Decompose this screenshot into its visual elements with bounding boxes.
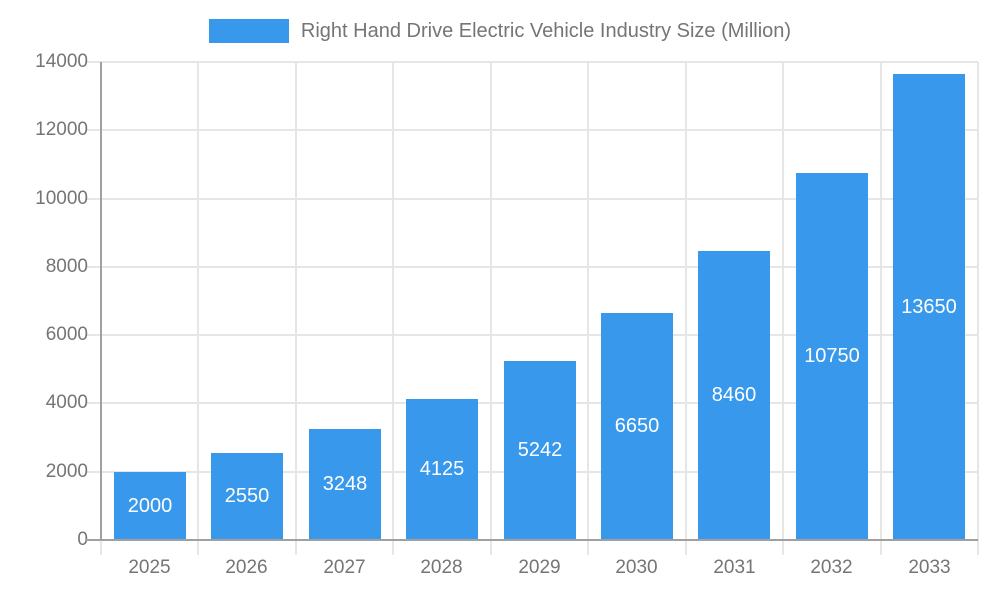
bar-value-label: 2000 xyxy=(127,494,173,517)
legend[interactable]: Right Hand Drive Electric Vehicle Indust… xyxy=(0,16,1000,46)
x-axis-line xyxy=(86,539,978,541)
x-gridline xyxy=(490,62,492,555)
x-gridline xyxy=(197,62,199,555)
x-tick-label: 2030 xyxy=(615,557,658,578)
x-tick-label: 2026 xyxy=(225,557,268,578)
x-gridline xyxy=(977,62,979,555)
x-tick-label: 2031 xyxy=(713,557,756,578)
bar[interactable]: 4125 xyxy=(406,399,478,540)
x-tick-label: 2025 xyxy=(128,557,171,578)
y-gridline xyxy=(86,266,978,268)
x-gridline xyxy=(782,62,784,555)
bar[interactable]: 10750 xyxy=(796,173,868,540)
x-gridline xyxy=(685,62,687,555)
x-tick-label: 2032 xyxy=(810,557,853,578)
bar-value-label: 8460 xyxy=(711,384,757,406)
x-gridline xyxy=(295,62,297,555)
x-tick-label: 2033 xyxy=(908,557,951,578)
x-tick-label: 2029 xyxy=(518,557,561,578)
y-tick-label: 4000 xyxy=(45,392,88,413)
y-gridline xyxy=(86,61,978,63)
x-gridline xyxy=(587,62,589,555)
bar[interactable]: 6650 xyxy=(601,313,673,540)
x-gridline xyxy=(392,62,394,555)
y-gridline xyxy=(86,334,978,336)
y-tick-label: 10000 xyxy=(35,188,88,209)
legend-swatch xyxy=(208,19,289,43)
y-tick-label: 12000 xyxy=(35,119,88,140)
x-tick-label: 2028 xyxy=(420,557,463,578)
bar[interactable]: 5242 xyxy=(504,361,576,540)
bar[interactable]: 8460 xyxy=(698,251,770,540)
bar-value-label: 5242 xyxy=(517,439,563,461)
y-tick-label: 0 xyxy=(77,529,88,550)
x-gridline xyxy=(880,62,882,555)
bar[interactable]: 13650 xyxy=(893,74,965,540)
y-tick-label: 6000 xyxy=(45,324,88,345)
x-tick-label: 2027 xyxy=(323,557,366,578)
bar-value-label: 3248 xyxy=(322,473,368,495)
bar-value-label: 6650 xyxy=(614,415,660,437)
legend-label: Right Hand Drive Electric Vehicle Indust… xyxy=(300,20,792,42)
bar[interactable]: 3248 xyxy=(309,429,381,540)
y-gridline xyxy=(86,198,978,200)
bar[interactable]: 2000 xyxy=(114,472,186,540)
y-tick-label: 8000 xyxy=(45,256,88,277)
bar-value-label: 2550 xyxy=(224,485,270,507)
y-tick-label: 2000 xyxy=(45,461,88,482)
x-tick-mark xyxy=(100,540,102,555)
bar[interactable]: 2550 xyxy=(211,453,283,540)
bar-value-label: 4125 xyxy=(419,458,465,480)
y-axis-line xyxy=(100,62,102,540)
bar-value-label: 13650 xyxy=(901,295,957,318)
y-gridline xyxy=(86,129,978,131)
bar-value-label: 10750 xyxy=(804,345,860,367)
y-tick-label: 14000 xyxy=(35,51,88,72)
